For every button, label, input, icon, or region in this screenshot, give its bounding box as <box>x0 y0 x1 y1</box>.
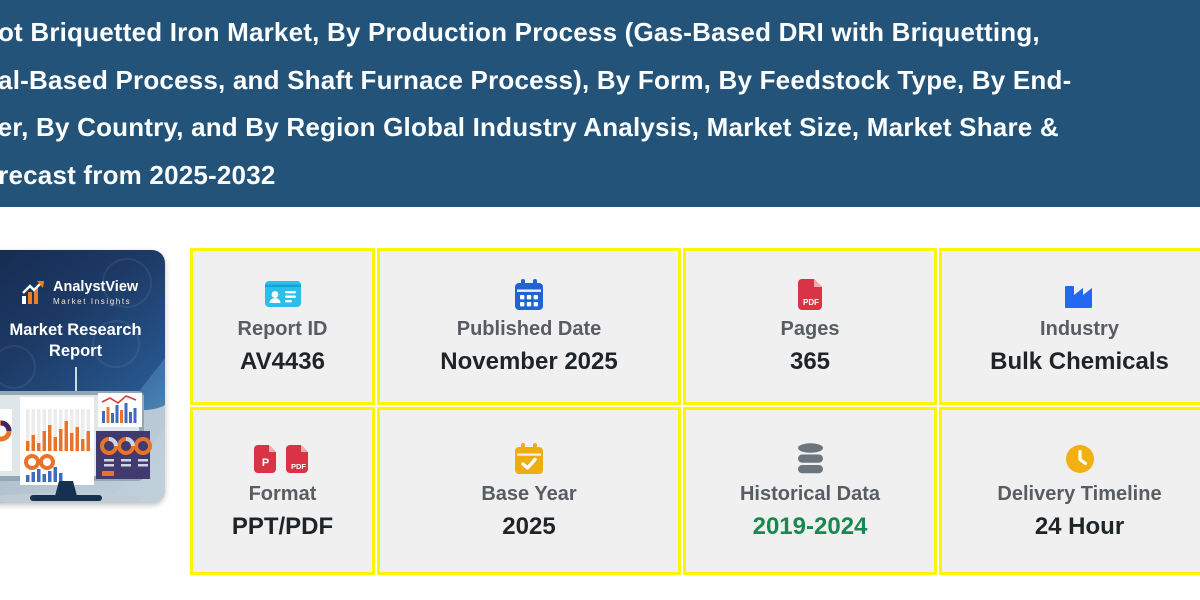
cover-watermark <box>92 320 140 368</box>
svg-text:PDF: PDF <box>291 462 306 471</box>
info-card-report-id: Report ID AV4436 <box>190 248 375 405</box>
info-card-value: November 2025 <box>440 348 618 375</box>
file-pdf-icon: PDF <box>797 277 823 311</box>
bar-chart-logo-icon <box>22 281 46 305</box>
clock-icon <box>1065 442 1095 476</box>
svg-text:P: P <box>261 457 268 469</box>
info-card-value: 2025 <box>502 512 556 540</box>
brand-logo: AnalystView Market Insights <box>22 280 165 306</box>
report-info-grid: Report ID AV4436 Published Date November… <box>190 248 1200 575</box>
info-card-value: 365 <box>789 348 831 375</box>
monitor-illustration <box>0 391 165 503</box>
info-card-label: Historical Data <box>739 482 881 505</box>
cover-title-line-2: Report <box>48 342 103 360</box>
title-line-3: User, By Country, and By Region Global I… <box>0 112 1059 142</box>
factory-icon <box>1063 277 1096 311</box>
title-line-1: Hot Briquetted Iron Market, By Productio… <box>0 17 1040 47</box>
cover-watermark <box>0 345 36 389</box>
calendar-days-icon <box>515 277 543 311</box>
info-card-label: Format <box>248 482 317 505</box>
info-card-value: 2019-2024 <box>752 512 868 540</box>
database-icon <box>797 442 824 476</box>
info-card-label: Base Year <box>481 482 577 505</box>
title-line-4: Forecast from 2025-2032 <box>0 159 276 190</box>
cover-watermark <box>102 258 152 308</box>
info-card-industry: Industry Bulk Chemicals <box>939 248 1200 405</box>
cover-pointer-line <box>74 367 77 393</box>
page-title: Hot Briquetted Iron Market, By Productio… <box>0 0 1200 199</box>
page-header: Hot Briquetted Iron Market, By Productio… <box>0 0 1200 207</box>
title-line-2: Coal-Based Process, and Shaft Furnace Pr… <box>0 64 1072 95</box>
brand-name: AnalystView <box>53 279 139 295</box>
svg-text:PDF: PDF <box>803 298 819 307</box>
calendar-check-icon <box>515 442 543 476</box>
info-card-label: Published Date <box>456 318 602 340</box>
info-card-value: PPT/PDF <box>231 512 334 540</box>
info-card-label: Delivery Timeline <box>997 482 1162 505</box>
info-card-historical-data: Historical Data 2019-2024 <box>683 407 937 575</box>
info-card-published-date: Published Date November 2025 <box>377 248 681 405</box>
info-card-label: Report ID <box>237 318 328 340</box>
cover-title-line-1: Market Research <box>9 321 142 339</box>
cover-title: Market Research Report <box>0 320 165 362</box>
info-card-value: AV4436 <box>240 348 325 375</box>
info-card-format: P PDF Format PPT/PDF <box>190 407 375 575</box>
id-card-icon <box>264 277 302 311</box>
files-ppt-pdf-icon: P PDF <box>253 442 312 476</box>
info-card-base-year: Base Year 2025 <box>377 407 681 575</box>
brand-tagline: Market Insights <box>53 297 132 306</box>
info-card-label: Industry <box>1040 318 1119 340</box>
info-card-pages: PDF Pages 365 <box>683 248 937 405</box>
info-card-delivery-timeline: Delivery Timeline 24 Hour <box>939 407 1200 575</box>
info-card-label: Pages <box>780 318 840 340</box>
info-card-value: Bulk Chemicals <box>990 348 1169 375</box>
info-card-value: 24 Hour <box>1034 512 1125 540</box>
report-cover-image: AnalystView Market Insights Market Resea… <box>0 250 165 503</box>
